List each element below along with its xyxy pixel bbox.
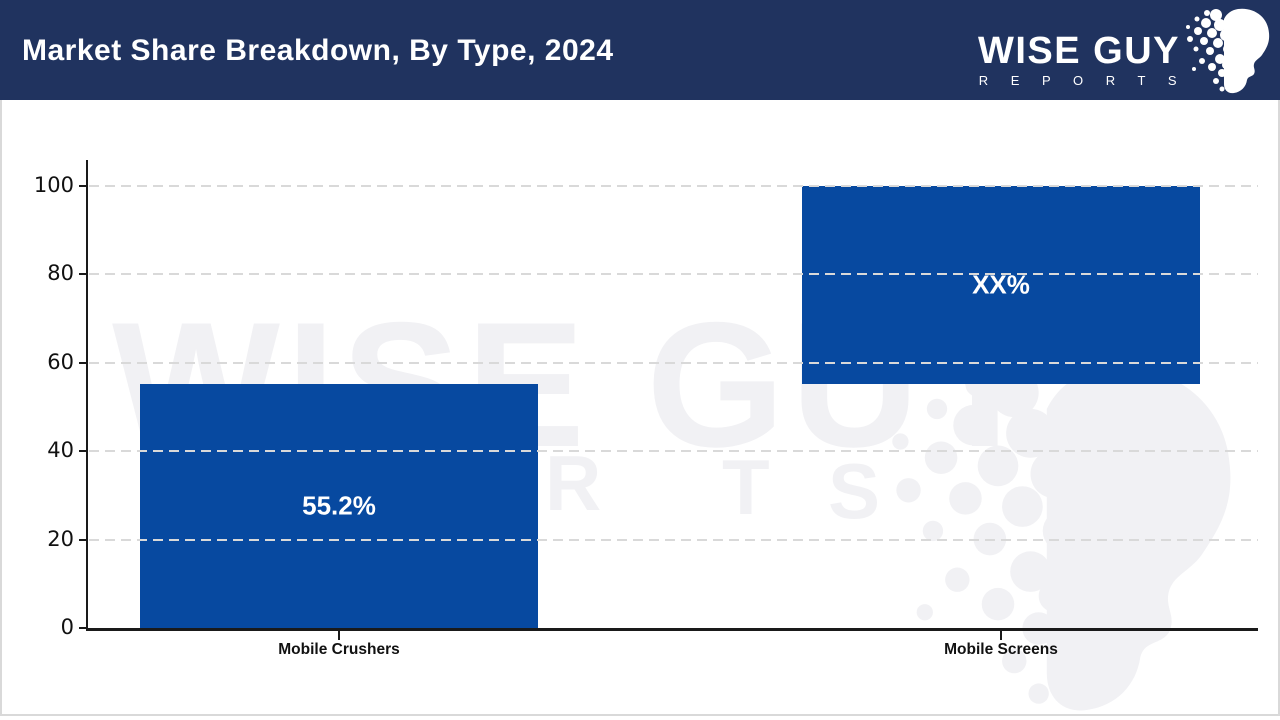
brand-name: WISE GUY (977, 29, 1180, 72)
brand-subtitle: R E P O R T S (978, 72, 1186, 88)
y-axis-tick-label: 60 (47, 349, 74, 374)
y-axis-tick-label: 0 (60, 615, 74, 639)
x-axis-category-label: Mobile Crushers (278, 641, 400, 658)
x-axis-tick (1000, 631, 1002, 640)
watermark-letter-s: S (828, 447, 881, 535)
gridline-y80 (89, 273, 1258, 275)
brand-logo: WISE GUY R E P O R T S (978, 4, 1272, 96)
y-axis-line (86, 160, 88, 630)
y-axis-tick-label: 80 (47, 261, 74, 285)
brand-logo-text: WISE GUY R E P O R T S (978, 13, 1180, 88)
y-axis-tick (79, 361, 88, 364)
gridline-y40 (89, 450, 1258, 452)
x-axis-category-label: Mobile Screens (944, 641, 1058, 658)
gridline-y100 (89, 184, 1258, 187)
x-axis-tick (338, 631, 340, 640)
bar-mobile-screens (802, 185, 1200, 384)
watermark-face-icon (892, 367, 1231, 711)
bar-value-label: 55.2% (302, 490, 376, 521)
bar-mobile-crushers (140, 383, 538, 628)
page-title: Market Share Breakdown, By Type, 2024 (22, 34, 614, 67)
y-axis-tick-label: 100 (33, 172, 74, 197)
gridline-y20 (89, 538, 1258, 541)
bar-value-label: XX% (972, 269, 1030, 300)
y-axis-tick (79, 627, 88, 629)
y-axis-tick (79, 450, 88, 452)
x-axis-line (86, 628, 1258, 631)
y-axis-tick (79, 538, 88, 541)
brand-face-icon (1186, 8, 1270, 94)
y-axis-tick-label: 20 (47, 526, 74, 551)
watermark-letter-r: R (545, 439, 602, 527)
y-axis-tick-label: 40 (47, 438, 74, 462)
gridline-y60 (89, 361, 1258, 364)
header-bar: Market Share Breakdown, By Type, 2024 WI… (0, 0, 1280, 100)
watermark-letter-t: T (722, 443, 770, 531)
y-axis-tick (79, 184, 88, 187)
y-axis-tick (79, 273, 88, 275)
